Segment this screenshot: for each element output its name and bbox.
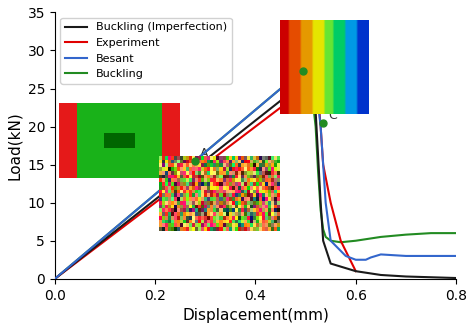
Text: C: C — [328, 109, 337, 122]
X-axis label: Displacement(mm): Displacement(mm) — [182, 308, 329, 323]
Text: A: A — [201, 147, 209, 160]
Text: B: B — [306, 57, 314, 70]
Y-axis label: Load(kN): Load(kN) — [7, 111, 22, 180]
Legend: Buckling (Imperfection), Experiment, Besant, Buckling: Buckling (Imperfection), Experiment, Bes… — [60, 18, 231, 83]
